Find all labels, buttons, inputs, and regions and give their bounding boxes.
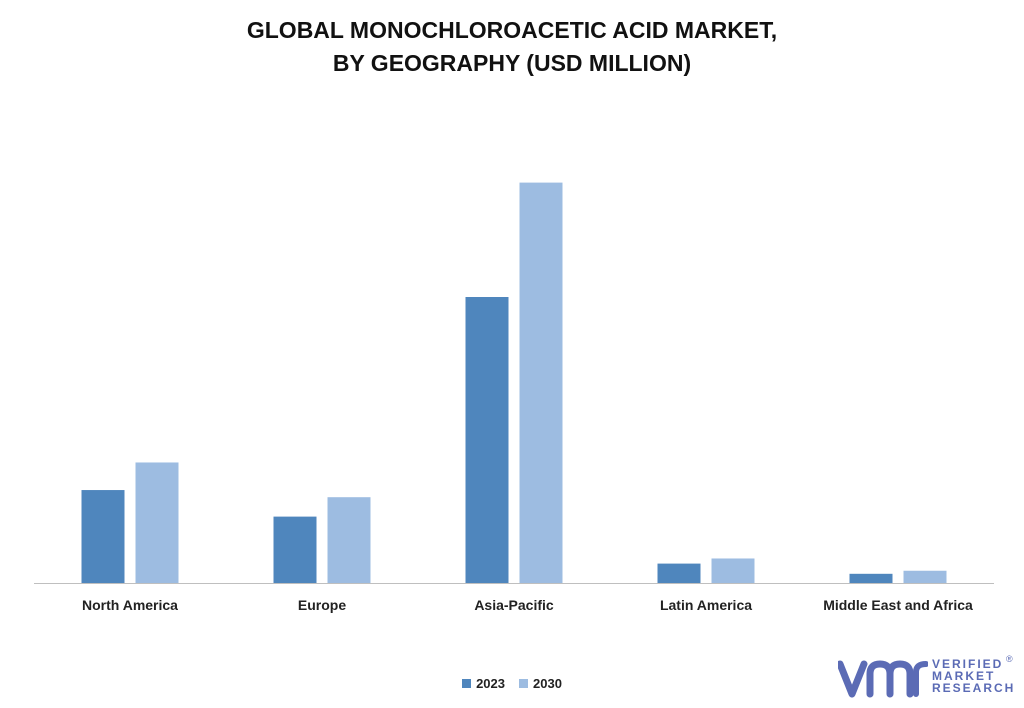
logo-text-market: MARKET	[932, 669, 996, 683]
legend: 2023 2030	[0, 676, 1024, 691]
bar-north-america-2023	[81, 490, 125, 583]
bar-north-america-2030	[135, 462, 179, 583]
legend-swatch-2023	[462, 679, 472, 688]
legend-item-2023: 2023	[462, 676, 505, 691]
legend-item-2030: 2030	[519, 676, 562, 691]
bar-latin-america-2023	[657, 563, 701, 583]
chart-title-line-1: GLOBAL MONOCHLOROACETIC ACID MARKET,	[246, 17, 778, 43]
x-tick-label-latin-america: Latin America	[660, 597, 752, 613]
logo-text-verified: VERIFIED	[932, 657, 1004, 671]
registered-mark: ®	[1006, 654, 1013, 664]
bar-latin-america-2030	[711, 558, 755, 583]
bar-middle-east-and-africa-2030	[903, 570, 947, 583]
bar-middle-east-and-africa-2023	[849, 573, 893, 583]
x-tick-label-europe: Europe	[298, 597, 346, 613]
logo-text-research: RESEARCH	[932, 681, 1016, 695]
x-tick-label-north-america: North America	[82, 597, 178, 613]
vmr-logo-icon	[836, 660, 929, 698]
bar-europe-2023	[273, 516, 317, 583]
legend-swatch-2030	[519, 679, 528, 688]
logo-text: VERIFIED MARKET RESEARCH	[932, 658, 1015, 694]
x-tick-label-middle-east-and-africa: Middle East and Africa	[823, 597, 973, 613]
verified-market-research-logo: VERIFIED MARKET RESEARCH ®	[836, 654, 1018, 702]
x-tick-label-asia-pacific: Asia-Pacific	[474, 597, 554, 613]
legend-label-2023: 2023	[476, 676, 505, 691]
bar-asia-pacific-2023	[465, 297, 509, 583]
bar-asia-pacific-2030	[519, 182, 563, 583]
bar-europe-2030	[327, 497, 371, 583]
legend-label-2030: 2030	[533, 676, 562, 691]
chart-title-line-2: BY GEOGRAPHY (USD MILLION)	[332, 50, 692, 76]
chart-title: GLOBAL MONOCHLOROACETIC ACID MARKET, BY …	[0, 14, 1024, 80]
